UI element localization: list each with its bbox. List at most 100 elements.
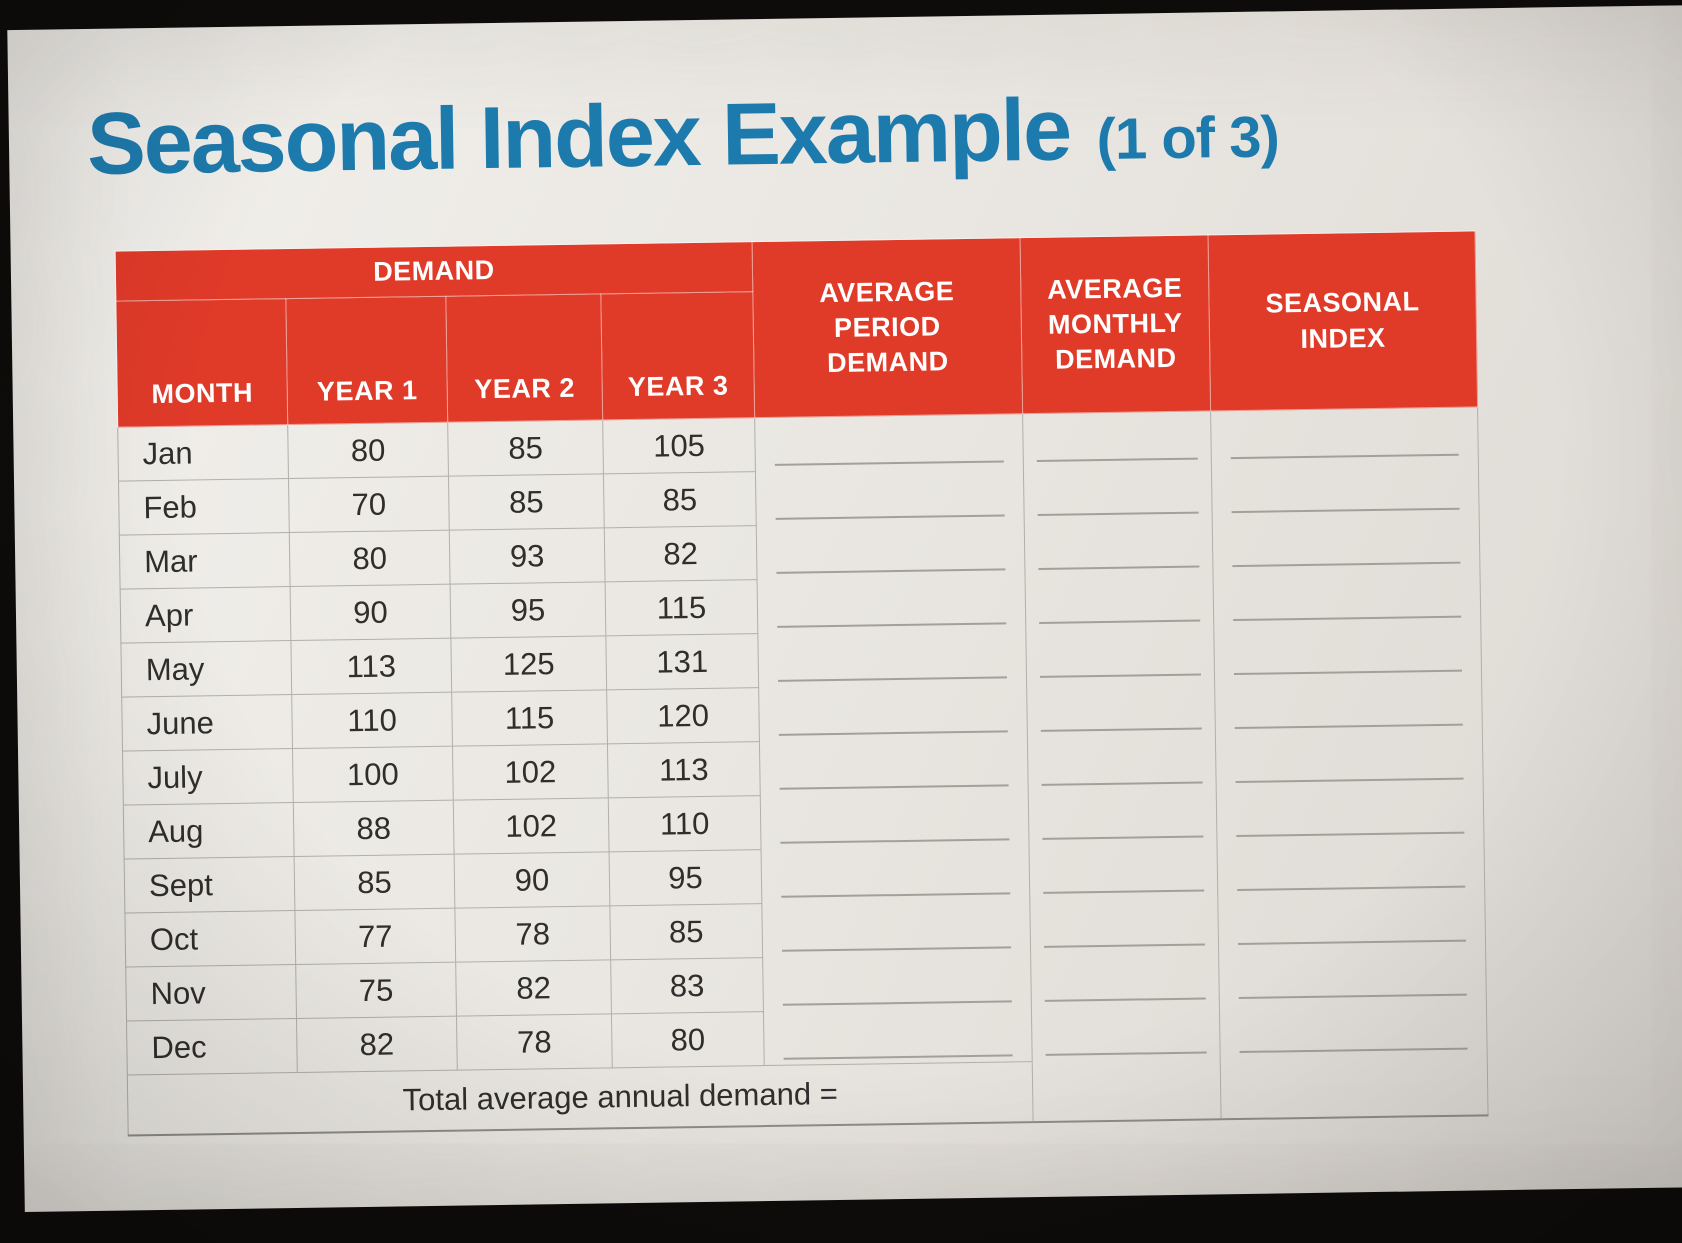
year3-cell: 82 (604, 525, 758, 582)
average-period-demand-blank (757, 575, 1026, 634)
year3-cell: 83 (610, 957, 764, 1014)
average-monthly-demand-blank (1030, 950, 1220, 1008)
month-header: MONTH (115, 298, 288, 428)
answer-blank-line (776, 581, 1007, 628)
slide-title: Seasonal Index Example (1 of 3) (7, 5, 1682, 196)
answer-blank-line (1232, 574, 1462, 622)
answer-blank-line (1040, 686, 1202, 732)
average-monthly-demand-blank (1028, 788, 1217, 846)
year2-cell: 85 (448, 473, 605, 531)
answer-blank-line (1044, 956, 1206, 1002)
month-cell: Mar (119, 532, 291, 590)
demand-table: DEMAND AVERAGE PERIOD DEMAND AVERAGE MON… (115, 230, 1489, 1136)
year1-cell: 77 (294, 908, 456, 965)
month-cell: Sept (124, 856, 295, 914)
year1-header: YEAR 1 (285, 296, 448, 425)
year2-cell: 78 (454, 905, 611, 963)
answer-blank-line (1039, 632, 1201, 678)
average-monthly-demand-blank (1031, 1004, 1221, 1062)
answer-blank-line (1042, 848, 1205, 894)
average-period-demand-blank (754, 413, 1024, 472)
seasonal-index-blank (1213, 622, 1482, 681)
answer-blank-line (774, 473, 1005, 520)
answer-blank-line (777, 635, 1008, 682)
year1-cell: 110 (291, 692, 453, 749)
year2-cell: 82 (455, 959, 612, 1017)
seasonal-index-footer-blank (1220, 1054, 1489, 1119)
year2-cell: 85 (447, 419, 604, 477)
answer-blank-line (1234, 736, 1464, 784)
year3-cell: 95 (609, 849, 762, 906)
seasonal-index-blank (1212, 514, 1480, 573)
average-monthly-demand-blank (1029, 896, 1219, 954)
average-monthly-demand-header: AVERAGE MONTHLY DEMAND (1019, 234, 1211, 414)
answer-blank-line (773, 419, 1005, 467)
answer-blank-line (1232, 628, 1463, 676)
month-cell: July (122, 748, 294, 806)
month-cell: Dec (126, 1018, 298, 1076)
seasonal-index-blank (1217, 892, 1486, 951)
average-monthly-demand-blank (1022, 410, 1212, 468)
average-monthly-demand-blank (1025, 572, 1214, 630)
year1-cell: 80 (289, 530, 451, 587)
answer-blank-line (1041, 794, 1204, 840)
answer-blank-line (1037, 470, 1199, 516)
answer-blank-line (780, 851, 1011, 898)
answer-blank-line (1237, 952, 1468, 1000)
answer-blank-line (1237, 898, 1467, 946)
year3-cell: 113 (607, 741, 761, 798)
average-period-demand-blank (759, 737, 1029, 796)
year2-cell: 90 (454, 851, 610, 909)
average-period-demand-blank (761, 845, 1030, 904)
average-period-demand-header: AVERAGE PERIOD DEMAND (752, 237, 1023, 418)
answer-blank-line (1236, 844, 1466, 892)
seasonal-index-blank (1218, 946, 1487, 1005)
header-row-demand: DEMAND AVERAGE PERIOD DEMAND AVERAGE MON… (115, 230, 1478, 418)
year1-cell: 85 (294, 854, 455, 911)
seasonal-index-blank (1212, 568, 1481, 627)
average-period-demand-blank (763, 1007, 1033, 1066)
seasonal-index-header: SEASONAL INDEX (1207, 230, 1478, 411)
answer-blank-line (781, 959, 1013, 1006)
seasonal-index-blank (1210, 406, 1479, 465)
year2-cell: 102 (452, 743, 609, 801)
month-cell: Oct (124, 910, 296, 968)
average-period-demand-blank (757, 629, 1027, 688)
average-period-demand-blank (758, 683, 1028, 742)
month-cell: Jan (117, 424, 289, 482)
year2-cell: 125 (450, 635, 607, 693)
average-period-demand-blank (761, 899, 1031, 958)
year3-cell: 115 (605, 579, 758, 636)
answer-blank-line (1230, 466, 1460, 514)
year1-cell: 80 (287, 422, 449, 479)
average-monthly-demand-footer-blank (1032, 1058, 1222, 1122)
answer-blank-line (777, 689, 1009, 736)
answer-blank-line (1233, 682, 1464, 730)
answer-blank-line (1036, 416, 1198, 463)
slide: Seasonal Index Example (1 of 3) DEMAND A… (7, 4, 1682, 1213)
answer-blank-line (1045, 1010, 1207, 1056)
answer-blank-line (1231, 520, 1461, 568)
answer-blank-line (1041, 740, 1203, 786)
seasonal-index-blank (1216, 838, 1485, 897)
year3-cell: 85 (603, 471, 757, 528)
year3-header: YEAR 3 (600, 291, 755, 420)
answer-blank-line (1229, 412, 1460, 460)
answer-blank-line (778, 743, 1009, 790)
seasonal-index-blank (1214, 676, 1483, 735)
month-cell: Aug (123, 802, 295, 860)
month-cell: May (120, 640, 292, 698)
year1-cell: 88 (293, 800, 455, 857)
month-cell: Feb (118, 478, 290, 536)
average-period-demand-blank (756, 521, 1026, 580)
year1-cell: 82 (296, 1016, 458, 1073)
year2-header: YEAR 2 (445, 293, 603, 423)
answer-blank-line (775, 527, 1006, 574)
seasonal-index-blank (1216, 784, 1484, 843)
year3-cell: 120 (606, 687, 760, 744)
answer-blank-line (1238, 1006, 1468, 1054)
month-cell: Apr (120, 586, 291, 644)
year3-cell: 80 (611, 1011, 765, 1068)
slide-title-text: Seasonal Index Example (86, 79, 1071, 194)
